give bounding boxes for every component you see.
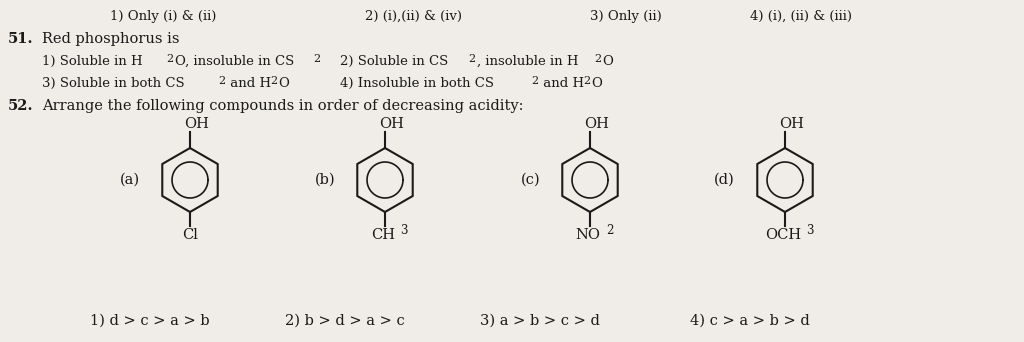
Text: OH: OH: [184, 117, 209, 131]
Text: OCH: OCH: [765, 228, 801, 242]
Text: 52.: 52.: [8, 99, 34, 113]
Text: 2: 2: [531, 76, 539, 86]
Text: 2: 2: [313, 53, 321, 64]
Text: Red phosphorus is: Red phosphorus is: [42, 32, 179, 46]
Text: , insoluble in H: , insoluble in H: [477, 55, 579, 68]
Text: 2: 2: [167, 53, 174, 64]
Text: 3: 3: [807, 224, 814, 237]
Text: O: O: [591, 77, 602, 90]
Text: 2: 2: [218, 76, 225, 86]
Text: Arrange the following compounds in order of decreasing acidity:: Arrange the following compounds in order…: [42, 99, 523, 113]
Text: 2: 2: [270, 76, 278, 86]
Text: O, insoluble in CS: O, insoluble in CS: [175, 55, 294, 68]
Text: 1) Only (i) & (ii): 1) Only (i) & (ii): [110, 10, 216, 23]
Text: CH: CH: [371, 228, 395, 242]
Text: O: O: [278, 77, 289, 90]
Text: OH: OH: [779, 117, 804, 131]
Text: 3) a > b > c > d: 3) a > b > c > d: [480, 314, 600, 328]
Text: 2) b > d > a > c: 2) b > d > a > c: [285, 314, 404, 328]
Text: 2: 2: [595, 53, 602, 64]
Text: O: O: [602, 55, 613, 68]
Text: 2: 2: [469, 53, 475, 64]
Text: 51.: 51.: [8, 32, 34, 46]
Text: 2) (i),(ii) & (iv): 2) (i),(ii) & (iv): [365, 10, 462, 23]
Text: 1) Soluble in H: 1) Soluble in H: [42, 55, 142, 68]
Text: (d): (d): [715, 173, 735, 187]
Text: OH: OH: [379, 117, 403, 131]
Text: Cl: Cl: [182, 228, 198, 242]
Text: 2: 2: [583, 76, 590, 86]
Text: 4) (i), (ii) & (iii): 4) (i), (ii) & (iii): [750, 10, 852, 23]
Text: 3) Soluble in both CS: 3) Soluble in both CS: [42, 77, 184, 90]
Text: 3: 3: [400, 224, 408, 237]
Text: 2) Soluble in CS: 2) Soluble in CS: [340, 55, 449, 68]
Text: and H: and H: [539, 77, 584, 90]
Text: (b): (b): [314, 173, 335, 187]
Text: 3) Only (ii): 3) Only (ii): [590, 10, 662, 23]
Text: (c): (c): [520, 173, 540, 187]
Text: 4) c > a > b > d: 4) c > a > b > d: [690, 314, 810, 328]
Text: 2: 2: [606, 224, 613, 237]
Text: 4) Insoluble in both CS: 4) Insoluble in both CS: [340, 77, 494, 90]
Text: NO: NO: [575, 228, 600, 242]
Text: (a): (a): [120, 173, 140, 187]
Text: OH: OH: [584, 117, 609, 131]
Text: 1) d > c > a > b: 1) d > c > a > b: [90, 314, 210, 328]
Text: and H: and H: [226, 77, 271, 90]
